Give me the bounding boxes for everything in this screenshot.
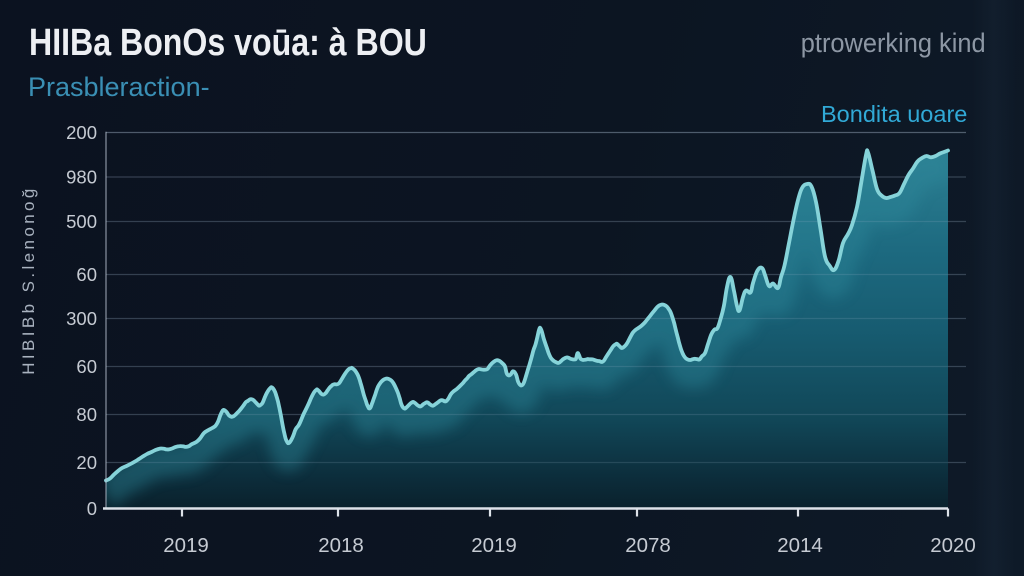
svg-text:500: 500 (66, 211, 97, 232)
svg-text:2019: 2019 (471, 534, 517, 557)
svg-text:2020: 2020 (930, 534, 976, 557)
svg-text:980: 980 (66, 167, 97, 188)
svg-text:60: 60 (76, 356, 97, 377)
svg-text:20: 20 (76, 452, 97, 473)
svg-text:2014: 2014 (777, 534, 823, 557)
svg-text:200: 200 (66, 122, 97, 143)
svg-text:2019: 2019 (163, 534, 209, 557)
svg-text:0: 0 (87, 498, 97, 519)
svg-text:60: 60 (76, 264, 97, 285)
svg-text:2078: 2078 (625, 534, 671, 557)
svg-text:300: 300 (66, 308, 97, 329)
svg-text:2018: 2018 (318, 534, 364, 557)
svg-text:80: 80 (76, 404, 97, 425)
